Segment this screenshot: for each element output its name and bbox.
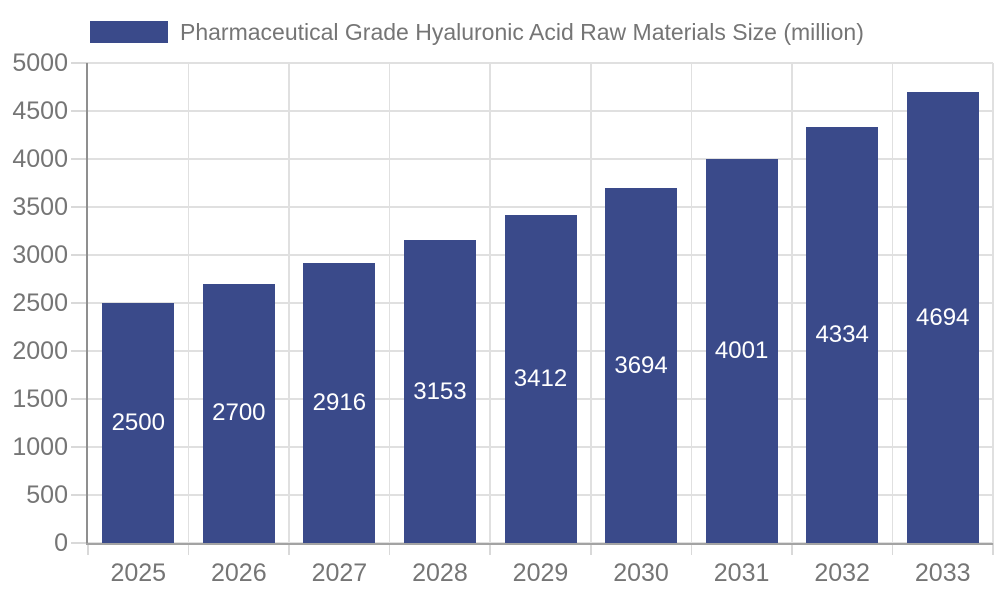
bar: 4694 (906, 92, 979, 543)
x-axis-tick (388, 543, 391, 555)
bar-value-label: 4001 (714, 336, 769, 364)
v-gridline (187, 63, 190, 543)
y-axis-tick (71, 446, 88, 448)
y-axis-tick (71, 110, 88, 112)
x-axis-tick (288, 543, 290, 555)
bar-value-label: 2916 (312, 389, 367, 417)
legend-swatch (90, 21, 168, 43)
h-gridline (88, 110, 993, 112)
y-axis-tick-label: 2000 (12, 337, 68, 365)
y-axis-tick-label: 1000 (12, 433, 68, 461)
x-axis-tick-label: 2028 (412, 559, 468, 587)
x-axis-line (86, 543, 993, 545)
x-axis-tick (690, 543, 693, 555)
x-axis-tick-label: 2026 (211, 559, 267, 587)
v-gridline (891, 63, 894, 543)
x-axis-tick-label: 2030 (613, 559, 669, 587)
y-axis-tick (71, 350, 88, 352)
bar-value-label: 4334 (815, 320, 869, 348)
v-gridline (590, 63, 592, 543)
bar: 3412 (504, 215, 577, 543)
y-axis-tick-label: 4500 (12, 97, 68, 125)
bar: 4001 (705, 158, 778, 543)
y-axis-tick-label: 5000 (12, 49, 68, 77)
x-axis-tick (590, 543, 592, 555)
x-axis-tick-label: 2027 (311, 559, 368, 587)
bar: 3153 (403, 240, 476, 543)
bar-value-label: 3694 (614, 351, 668, 379)
bar: 3694 (605, 188, 678, 543)
h-gridline (88, 62, 993, 64)
v-gridline (489, 63, 491, 543)
y-axis-tick (71, 206, 88, 208)
x-axis-tick-label: 2025 (110, 559, 167, 587)
y-axis-tick-label: 2500 (12, 289, 68, 317)
bar: 2500 (102, 303, 175, 543)
y-axis-tick-label: 500 (26, 481, 68, 509)
bar-value-label: 3153 (413, 377, 467, 405)
bar: 4334 (806, 126, 879, 543)
bar-value-label: 4694 (916, 303, 970, 331)
x-axis-tick (187, 543, 190, 555)
y-axis-tick (71, 254, 88, 256)
x-axis-tick-label: 2029 (512, 559, 569, 587)
y-axis-line (86, 63, 88, 545)
v-gridline (992, 63, 994, 543)
x-axis-tick-label: 2033 (914, 559, 971, 587)
h-gridline (88, 206, 993, 208)
y-axis-tick-label: 4000 (12, 145, 68, 173)
x-axis-tick (87, 543, 89, 555)
h-gridline (88, 158, 993, 160)
y-axis-tick (71, 62, 88, 64)
v-gridline (388, 63, 391, 543)
plot-area: 2500 2700 2916 3153 3412 3694 4001 4334 4694 (88, 62, 994, 544)
bar-value-label: 2500 (111, 409, 165, 436)
x-axis-tick-label: 2032 (814, 559, 870, 587)
y-axis-tick (71, 542, 88, 544)
x-axis-tick (791, 543, 793, 555)
v-gridline (288, 63, 290, 543)
y-axis-tick-label: 1500 (12, 385, 68, 413)
y-axis-tick (71, 158, 88, 160)
y-axis-tick-label: 3000 (12, 241, 68, 269)
v-gridline (690, 63, 693, 543)
bar-value-label: 3412 (513, 365, 568, 393)
y-axis-tick (71, 398, 88, 400)
bar: 2916 (303, 263, 376, 543)
x-axis-tick (891, 543, 894, 555)
bar-value-label: 2700 (212, 399, 266, 427)
y-axis-tick (71, 494, 88, 496)
x-axis-tick (992, 543, 994, 555)
bar: 2700 (202, 283, 275, 543)
v-gridline (791, 63, 793, 543)
legend-item[interactable]: Pharmaceutical Grade Hyaluronic Acid Raw… (90, 15, 864, 49)
y-axis-tick (71, 302, 88, 304)
legend-label: Pharmaceutical Grade Hyaluronic Acid Raw… (180, 18, 864, 45)
y-axis-tick-label: 3500 (12, 193, 68, 221)
x-axis-tick (489, 543, 491, 555)
y-axis-tick-label: 0 (54, 529, 68, 557)
x-axis-tick-label: 2031 (713, 559, 770, 587)
